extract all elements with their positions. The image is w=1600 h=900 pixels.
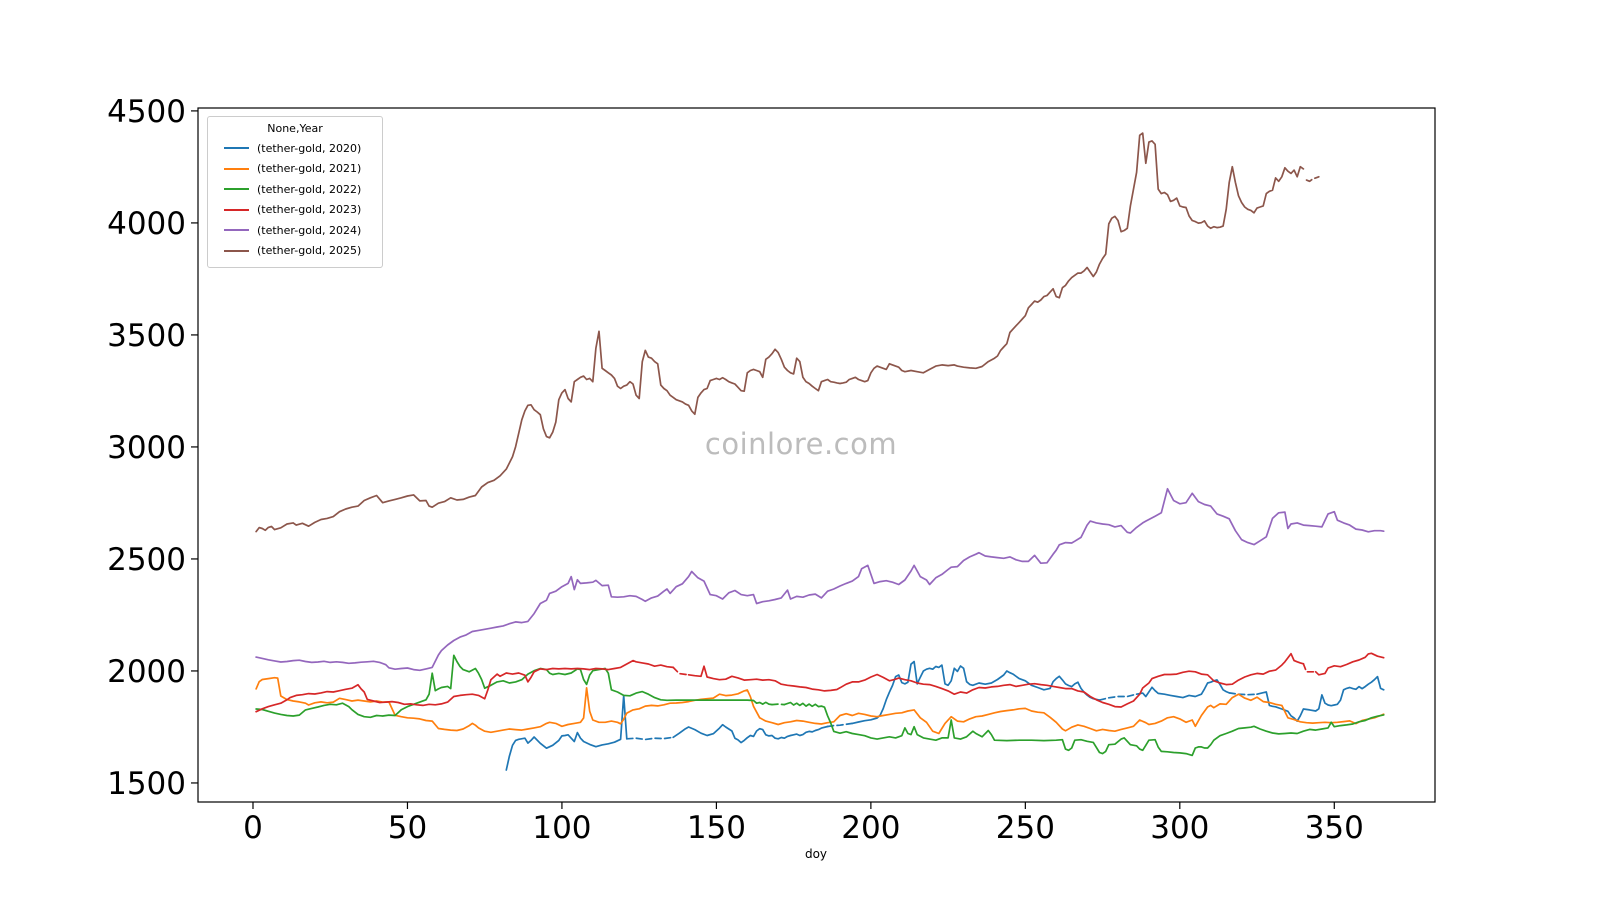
series-line-2024 (255, 487, 1385, 672)
legend-item-2022: (tether-gold, 2022) (214, 179, 376, 200)
legend-item-label: (tether-gold, 2021) (257, 162, 362, 176)
series-line-2023 (255, 659, 675, 713)
y-tick-label: 2000 (107, 654, 186, 690)
x-axis-label: doy (804, 847, 828, 861)
x-tick-label: 100 (532, 810, 591, 846)
series-line-2020 (672, 723, 829, 744)
legend-item-2024: (tether-gold, 2024) (214, 220, 376, 241)
y-tick-label: 3000 (107, 430, 186, 466)
series-line-2025-dashed (1305, 175, 1320, 183)
series-line-2020 (1256, 675, 1385, 722)
series-line-2023-dashed (672, 666, 690, 676)
series-line-2022 (783, 701, 1385, 757)
series-line-2023 (687, 652, 1305, 708)
x-tick-label: 300 (1150, 810, 1209, 846)
watermark-text: coinlore.com (704, 427, 898, 461)
legend-item-label: (tether-gold, 2022) (257, 182, 362, 196)
x-tick-label: 350 (1305, 810, 1364, 846)
legend-title: None,Year (267, 122, 323, 135)
y-tick-label: 2500 (107, 542, 186, 578)
y-tick-label: 4500 (107, 94, 186, 130)
legend-item-2020: (tether-gold, 2020) (214, 138, 376, 159)
legend-line-swatch (224, 208, 249, 211)
x-tick-label: 250 (996, 810, 1055, 846)
legend-item-label: (tether-gold, 2025) (257, 244, 362, 258)
series-line-2020-dashed (1098, 693, 1138, 701)
legend-entries: (tether-gold, 2020) (tether-gold, 2021) (t… (214, 138, 376, 261)
x-tick-label: 150 (687, 810, 746, 846)
series-line-2020 (851, 660, 1101, 725)
series-line-2021 (255, 676, 1385, 735)
legend: None,Year (tether-gold, 2020) (tether-gol… (207, 116, 383, 268)
plot-area (197, 107, 1436, 803)
series-line-2020-dashed (625, 736, 675, 741)
x-tick-label: 200 (841, 810, 900, 846)
series-line-2022-dashed (771, 703, 786, 706)
y-tick-label: 3500 (107, 318, 186, 354)
legend-item-label: (tether-gold, 2024) (257, 223, 362, 237)
series-line-2023 (1314, 652, 1385, 676)
series-line-2020-dashed (1228, 692, 1258, 696)
legend-line-swatch (224, 229, 249, 232)
legend-line-swatch (224, 249, 249, 252)
y-tick-label: 4000 (107, 206, 186, 242)
legend-item-label: (tether-gold, 2020) (257, 141, 362, 155)
legend-item-label: (tether-gold, 2023) (257, 203, 362, 217)
x-tick-label: 50 (388, 810, 427, 846)
series-line-2020 (505, 694, 628, 771)
legend-item-2021: (tether-gold, 2021) (214, 159, 376, 180)
series-line-2023-dashed (1302, 662, 1317, 673)
legend-line-swatch (224, 147, 249, 150)
series-line-2025 (255, 132, 1305, 533)
x-tick-label: 0 (243, 810, 263, 846)
legend-item-2023: (tether-gold, 2023) (214, 200, 376, 221)
legend-line-swatch (224, 167, 249, 170)
series-line-2022 (255, 654, 773, 719)
legend-item-2025: (tether-gold, 2025) (214, 241, 376, 262)
legend-line-swatch (224, 188, 249, 191)
y-tick-label: 1500 (107, 766, 186, 802)
